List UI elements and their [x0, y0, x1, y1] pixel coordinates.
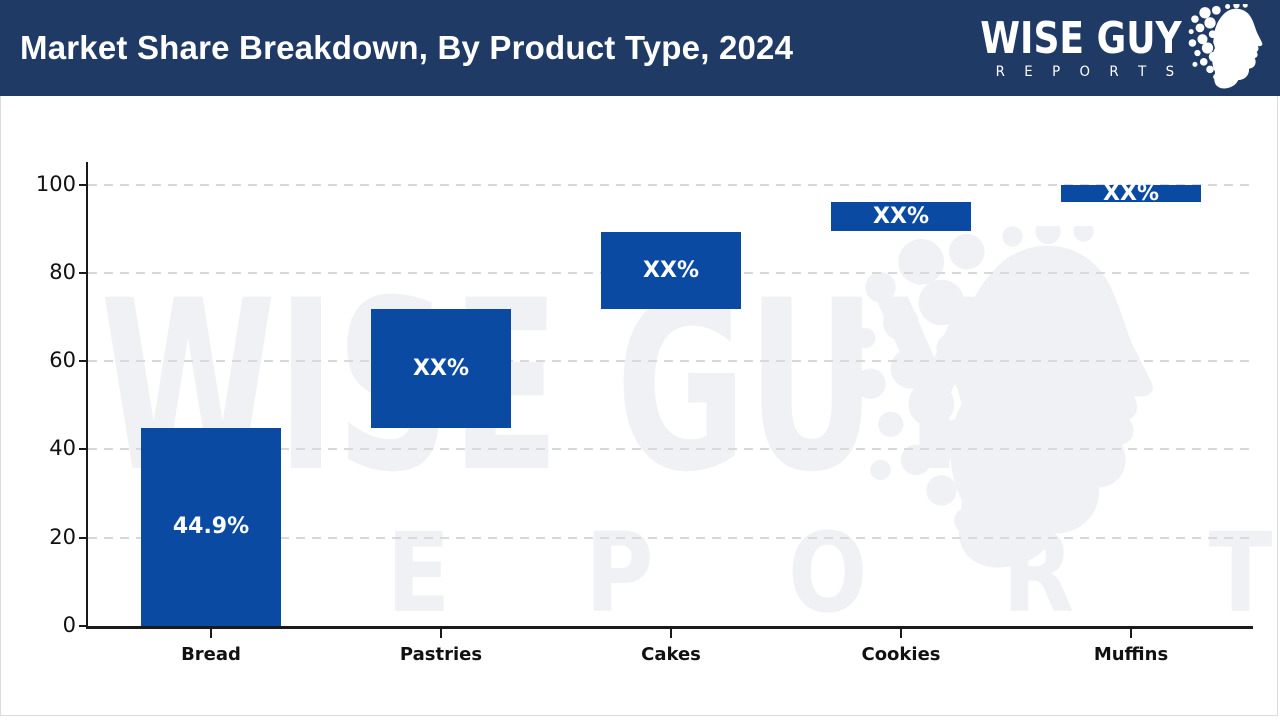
x-axis-category-label: Cookies	[861, 644, 941, 665]
page-title: Market Share Breakdown, By Product Type,…	[20, 29, 794, 66]
x-axis-tick	[1130, 629, 1132, 638]
watermark: WISE GUY R E P O R T S	[0, 96, 1280, 720]
bar-pastries: XX%	[371, 309, 511, 428]
logo-wordmark: WISE GUY	[980, 13, 1182, 64]
y-axis-tick-label: 60	[49, 348, 76, 373]
watermark-subtext: R E P O R T S	[180, 509, 1280, 637]
bar-value-label: XX%	[643, 257, 699, 283]
y-axis-tick	[79, 448, 88, 451]
chart-area: WISE GUY R E P O R T S 0 20 40 60 80 100 44.9%…	[0, 96, 1280, 720]
bar-bread: 44.9%	[141, 427, 281, 626]
x-axis-line	[86, 626, 1253, 629]
gridline	[88, 183, 1253, 186]
logo-text: WISE GUY R E P O R T S	[936, 13, 1182, 80]
bar-value-label: XX%	[1103, 180, 1159, 206]
logo-subtext: R E P O R T S	[995, 64, 1182, 80]
y-axis-tick	[79, 271, 88, 274]
header-band: Market Share Breakdown, By Product Type,…	[0, 0, 1280, 96]
bar-cookies: XX%	[831, 202, 971, 232]
watermark-head-profile-icon	[855, 226, 1153, 568]
bar-value-label: 44.9%	[172, 514, 250, 540]
bar-value-label: XX%	[413, 355, 469, 381]
x-axis-category-label: Pastries	[399, 644, 483, 665]
y-axis-tick-label: 20	[49, 524, 76, 549]
wise-guy-logo: WISE GUY R E P O R T S	[936, 2, 1268, 94]
x-axis-category-label: Muffins	[1093, 644, 1169, 665]
y-axis-line	[86, 162, 88, 629]
x-axis-tick	[210, 629, 212, 638]
y-axis-tick	[79, 625, 88, 627]
y-axis-tick	[79, 183, 88, 186]
x-axis-category-label: Cakes	[641, 644, 701, 665]
y-axis-tick	[79, 360, 88, 363]
y-axis-tick-label: 40	[49, 436, 76, 461]
y-axis-tick-label: 80	[49, 259, 76, 284]
y-axis-tick	[79, 536, 88, 539]
head-profile-icon	[1188, 4, 1263, 89]
x-axis-tick	[440, 629, 442, 638]
x-axis-tick	[900, 629, 902, 638]
y-axis-tick-label: 0	[62, 613, 76, 637]
bar-value-label: XX%	[873, 204, 929, 230]
bar-cakes: XX%	[601, 231, 741, 309]
gridline	[88, 448, 1253, 451]
x-axis-tick	[670, 629, 672, 638]
bar-muffins: XX%	[1061, 181, 1201, 206]
x-axis-category-label: Bread	[181, 644, 241, 665]
gridline	[88, 536, 1253, 539]
y-axis-tick-label: 100	[35, 171, 76, 196]
gridline	[88, 360, 1253, 363]
